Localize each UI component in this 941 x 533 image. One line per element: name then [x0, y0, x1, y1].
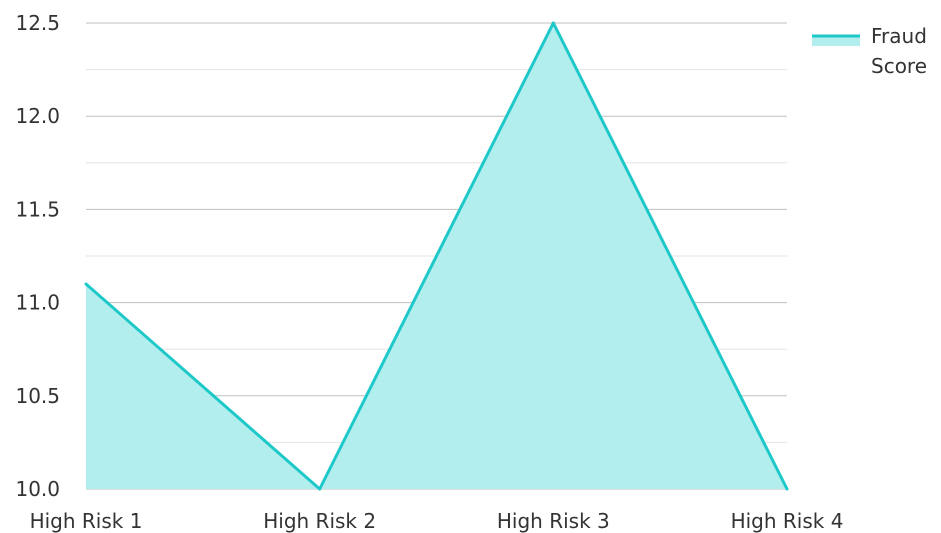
legend-swatch-fraud-score: [812, 36, 860, 46]
data-point-2: [318, 487, 322, 491]
y-tick-label: 12.5: [15, 11, 60, 35]
y-tick-label: 10.5: [15, 384, 60, 408]
legend-label-line: Fraud: [871, 24, 927, 48]
y-tick-label: 12.0: [15, 104, 60, 128]
x-tick-label: High Risk 3: [497, 509, 610, 533]
y-axis-tick-labels: 10.0 10.5 11.0 11.5 12.0 12.5: [15, 11, 60, 501]
data-point-1: [84, 282, 88, 286]
x-axis-tick-labels: High Risk 1 High Risk 2 High Risk 3 High Ri…: [30, 509, 844, 533]
y-tick-label: 11.0: [15, 291, 60, 315]
x-tick-label: High Risk 1: [30, 509, 143, 533]
x-tick-label: High Risk 2: [263, 509, 376, 533]
y-tick-label: 11.5: [15, 197, 60, 221]
series-area-layer: [84, 21, 789, 491]
data-point-3: [551, 21, 555, 25]
legend-label-line: Score: [871, 54, 927, 78]
y-tick-label: 10.0: [15, 477, 60, 501]
x-tick-label: High Risk 4: [731, 509, 844, 533]
series-line: [85, 21, 789, 491]
data-point-4: [785, 487, 789, 491]
legend: Fraud Score: [812, 24, 927, 78]
legend-label-fraud-score: Fraud Score: [871, 24, 927, 78]
